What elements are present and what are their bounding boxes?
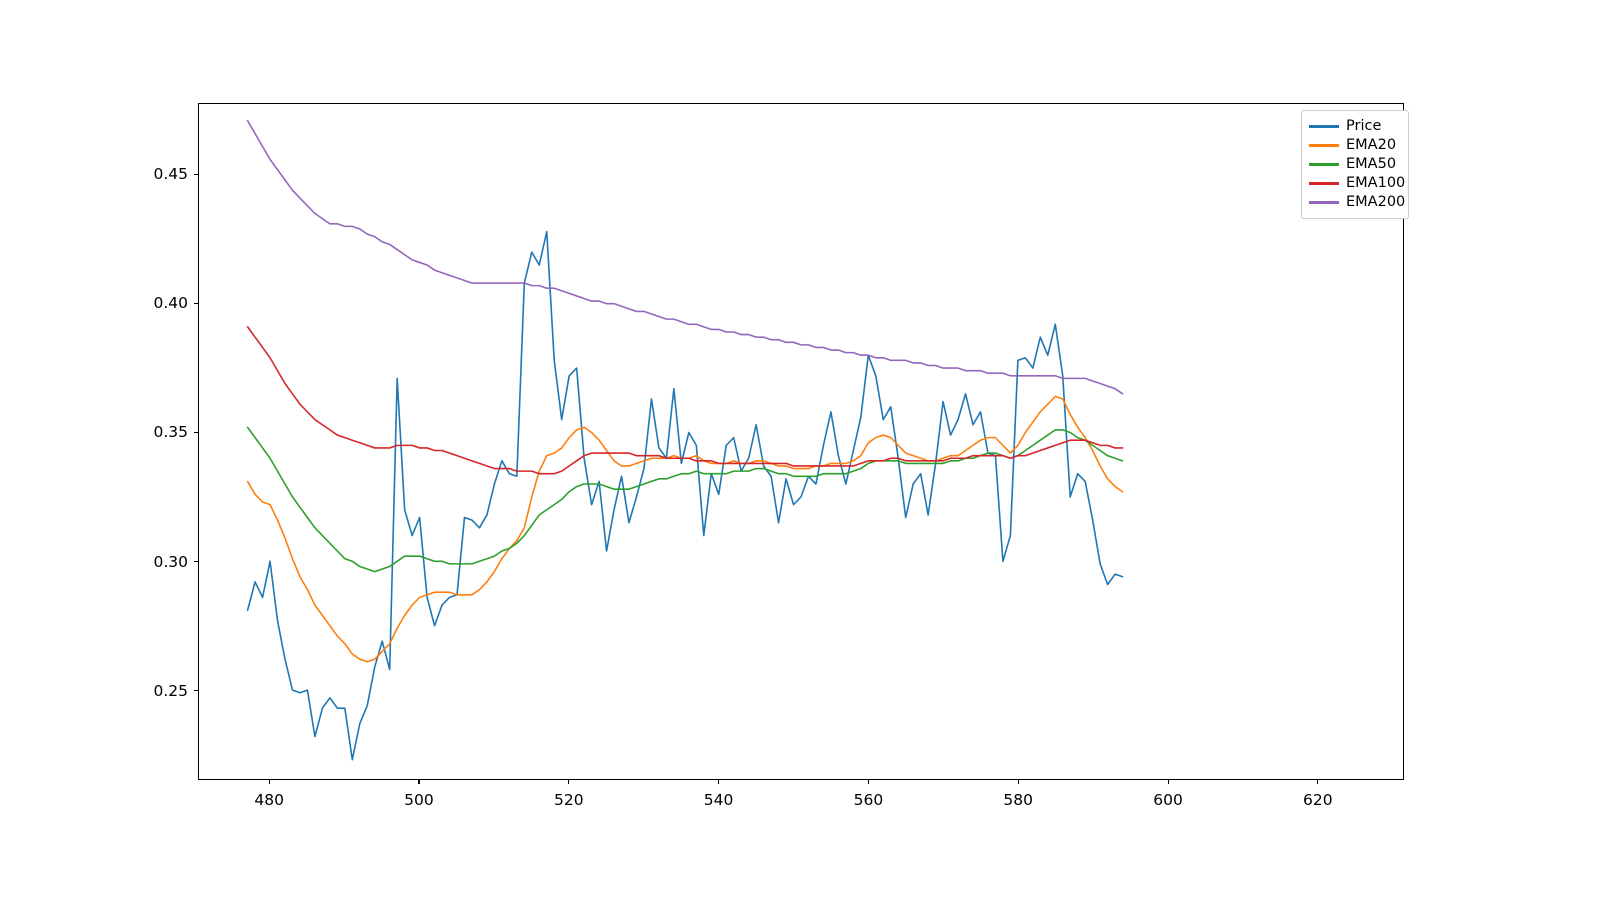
- x-tick-label: 600: [1153, 791, 1183, 809]
- series-line-ema50: [246, 426, 1124, 573]
- y-tick-label: 0.45: [153, 165, 188, 184]
- legend-label: EMA50: [1346, 156, 1397, 173]
- x-tick-label: 520: [553, 791, 584, 809]
- series-line-ema20: [246, 395, 1124, 663]
- chart-legend: Price EMA20 EMA50 EMA100 EMA200: [1301, 110, 1409, 219]
- series-line-ema100: [246, 326, 1124, 475]
- legend-color-swatch: [1309, 201, 1339, 204]
- plot-area: [198, 103, 1404, 780]
- y-tick-mark: [194, 173, 198, 175]
- y-tick-label: 0.35: [153, 423, 188, 442]
- series-line-ema200: [246, 119, 1124, 395]
- x-tick-label: 540: [703, 791, 734, 809]
- series-line-price: [246, 230, 1124, 761]
- y-tick-mark: [194, 431, 198, 434]
- chart-lines-svg: [246, 119, 1124, 761]
- legend-label: EMA20: [1346, 137, 1397, 154]
- x-tick-mark: [568, 780, 570, 784]
- y-tick-mark: [194, 302, 198, 304]
- series-group: [246, 119, 1124, 761]
- y-tick-label: 0.30: [153, 552, 188, 571]
- legend-label: EMA100: [1346, 175, 1406, 192]
- x-tick-mark: [418, 780, 420, 784]
- legend-color-swatch: [1309, 182, 1339, 185]
- x-tick-mark: [1317, 780, 1319, 784]
- legend-item-ema50[interactable]: EMA50: [1309, 155, 1400, 174]
- x-tick-label: 500: [404, 791, 434, 809]
- x-tick-label: 480: [254, 791, 284, 809]
- y-tick-label: 0.25: [153, 681, 188, 700]
- y-tick-mark: [194, 690, 198, 692]
- x-tick-label: 580: [1003, 791, 1034, 809]
- legend-item-ema100[interactable]: EMA100: [1309, 174, 1405, 193]
- x-tick-mark: [1017, 780, 1019, 784]
- x-tick-mark: [1167, 780, 1169, 784]
- legend-label: Price: [1346, 118, 1382, 135]
- legend-item-ema200[interactable]: EMA200: [1309, 193, 1405, 212]
- legend-color-swatch: [1309, 144, 1339, 147]
- x-tick-label: 560: [853, 791, 884, 809]
- legend-color-swatch: [1309, 163, 1339, 166]
- x-tick-label: 620: [1303, 791, 1333, 809]
- x-tick-mark: [867, 780, 869, 784]
- x-tick-mark: [718, 780, 720, 784]
- legend-item-ema20[interactable]: EMA20: [1309, 136, 1400, 155]
- y-tick-mark: [194, 561, 198, 563]
- legend-color-swatch: [1309, 125, 1339, 128]
- legend-item-price[interactable]: Price: [1309, 117, 1400, 136]
- x-tick-mark: [268, 780, 270, 784]
- y-tick-label: 0.40: [153, 294, 188, 313]
- legend-label: EMA200: [1346, 194, 1406, 211]
